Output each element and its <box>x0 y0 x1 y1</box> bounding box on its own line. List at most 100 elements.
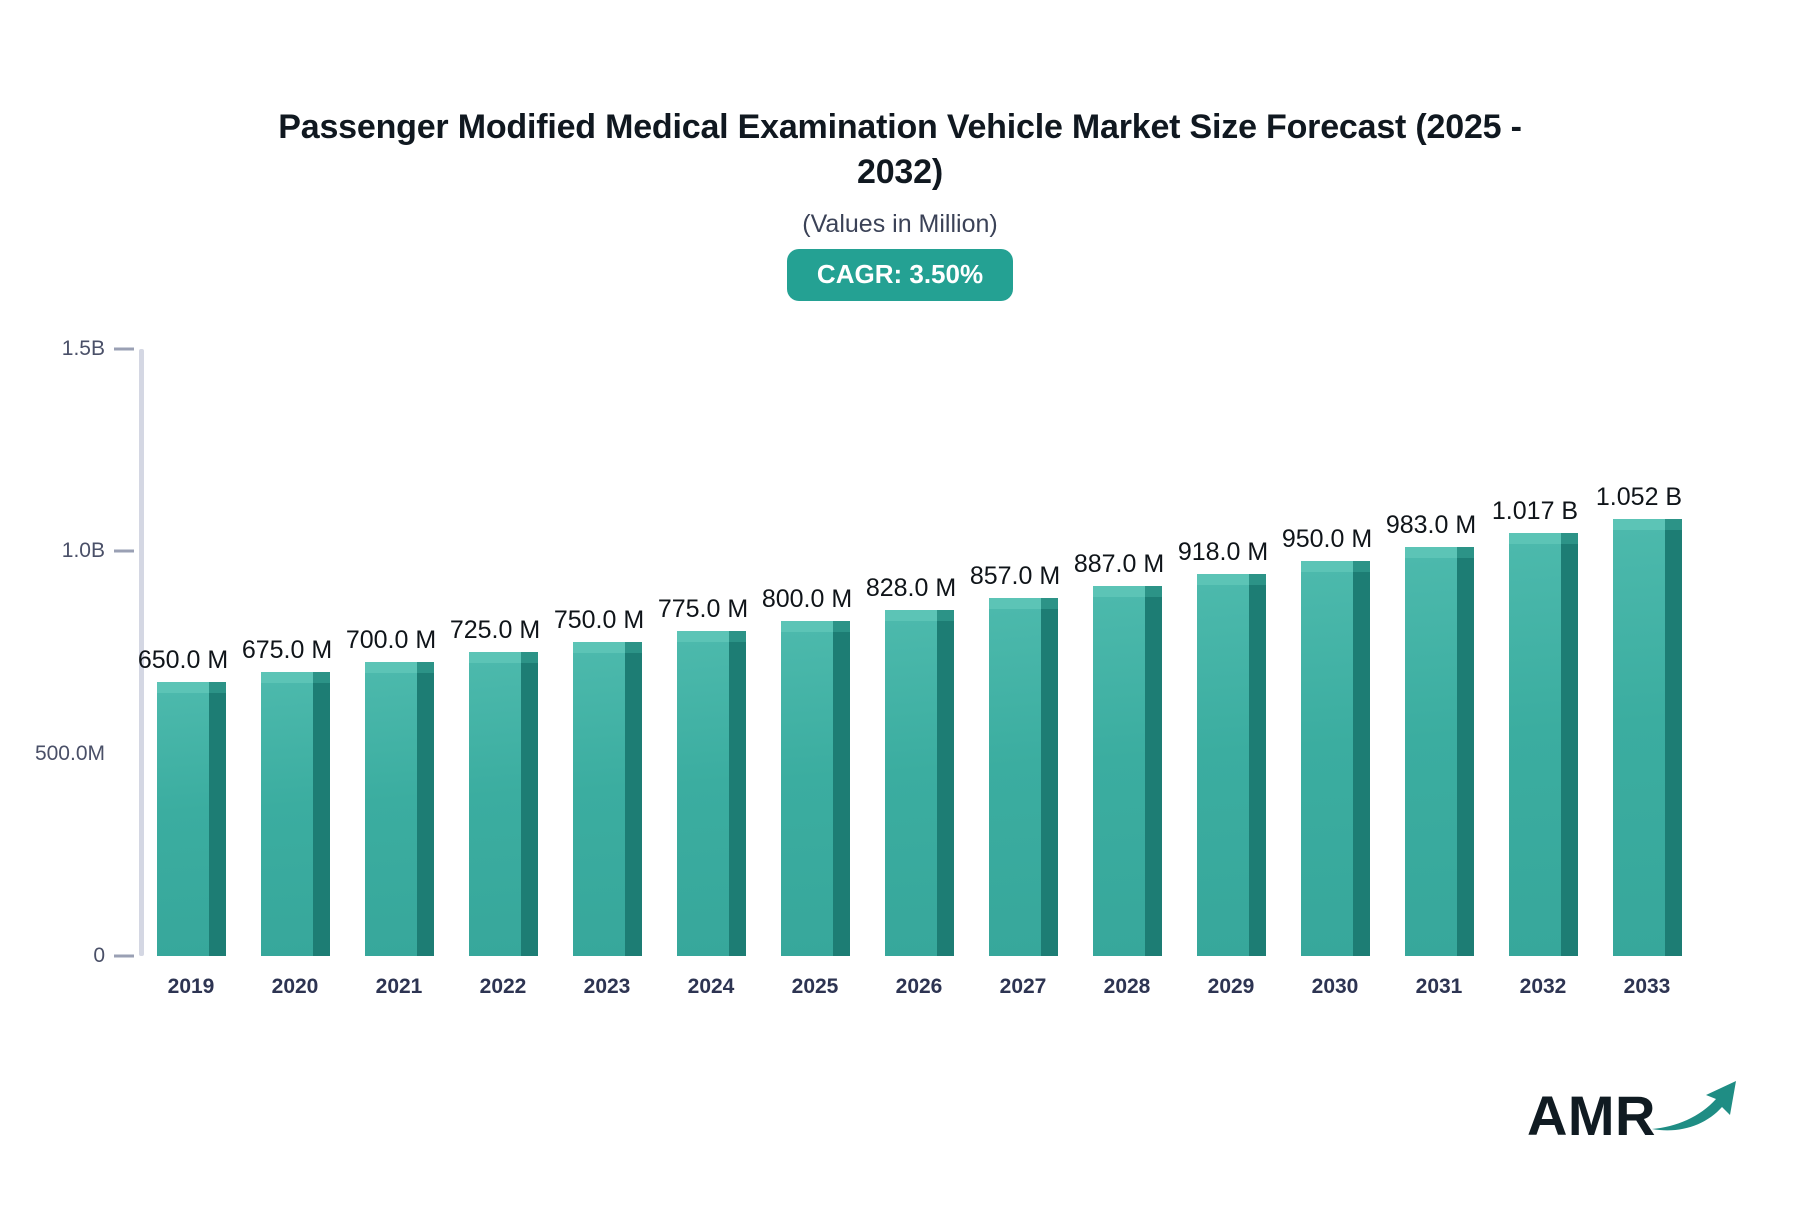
bar-top-face <box>1197 573 1249 585</box>
bar-side-face <box>521 662 538 956</box>
bar-front-face <box>1405 558 1457 956</box>
bar-value-label: 750.0 M <box>553 605 645 634</box>
bar-front-face <box>989 609 1041 956</box>
bar-top-face <box>1093 586 1145 598</box>
bar-top-face <box>1613 519 1665 531</box>
bar-column[interactable]: 725.0 M <box>450 349 540 956</box>
page-title: Passenger Modified Medical Examination V… <box>278 108 1522 191</box>
bar-front-face <box>1509 544 1561 956</box>
bar[interactable] <box>1093 586 1162 956</box>
x-axis-tick-label: 2020 <box>271 975 319 998</box>
bar-top-face <box>781 621 833 633</box>
bar-side-face <box>1665 530 1682 956</box>
bar[interactable] <box>573 641 642 956</box>
bar-column[interactable]: 918.0 M <box>1178 349 1268 956</box>
bar-column[interactable]: 750.0 M <box>554 349 644 956</box>
bar-top-side-face <box>521 651 538 663</box>
bar-top-face <box>573 641 625 653</box>
x-axis-tick-label: 2021 <box>375 975 423 998</box>
bar-front-face <box>573 652 625 956</box>
bar-side-face <box>1145 597 1162 956</box>
bar[interactable] <box>261 671 330 956</box>
bar-column[interactable]: 800.0 M <box>762 349 852 956</box>
bar-top-face <box>1405 547 1457 559</box>
bar-column[interactable]: 700.0 M <box>346 349 436 956</box>
bar-side-face <box>937 620 954 956</box>
bar-column[interactable]: 1.017 B <box>1492 349 1578 956</box>
bar-front-face <box>781 632 833 956</box>
y-axis-tick-label: 1.5B <box>61 337 105 360</box>
bar-front-face <box>1093 597 1145 956</box>
bar-value-label: 983.0 M <box>1385 511 1477 540</box>
bar-top-side-face <box>729 631 746 643</box>
y-axis-tick-mark <box>114 954 134 958</box>
y-axis-tick-label: 500.0M <box>34 741 105 765</box>
bar-value-label: 1.052 B <box>1595 483 1683 512</box>
bar-column[interactable]: 887.0 M <box>1074 349 1164 956</box>
bar[interactable] <box>1613 519 1682 956</box>
bar[interactable] <box>1197 573 1266 956</box>
bar-top-face <box>157 681 209 693</box>
bar-column[interactable]: 828.0 M <box>866 349 956 956</box>
bar-column[interactable]: 775.0 M <box>658 349 748 956</box>
bar[interactable] <box>677 631 746 956</box>
x-axis-tick-label: 2029 <box>1207 975 1255 998</box>
bar-top-face <box>885 609 937 621</box>
bar-top-side-face <box>625 641 642 653</box>
bar-front-face <box>469 662 521 956</box>
bar-column[interactable]: 950.0 M <box>1282 349 1372 956</box>
bar-top-side-face <box>1457 547 1474 559</box>
chart-header: Passenger Modified Medical Examination V… <box>0 105 1800 302</box>
bar-side-face <box>625 652 642 956</box>
bar[interactable] <box>781 621 850 956</box>
bar-column[interactable]: 1.052 B <box>1596 349 1682 956</box>
bar-value-label: 950.0 M <box>1281 524 1373 553</box>
bar-side-face <box>1457 558 1474 956</box>
bar-top-side-face <box>313 671 330 683</box>
bar-column[interactable]: 857.0 M <box>970 349 1060 956</box>
bar-side-face <box>1249 584 1266 956</box>
bar-value-label: 1.017 B <box>1491 497 1579 526</box>
chart-subtitle: (Values in Million) <box>802 209 998 238</box>
bar-column[interactable]: 675.0 M <box>242 349 332 956</box>
x-axis-tick-label: 2026 <box>895 975 943 998</box>
bar[interactable] <box>365 661 434 956</box>
bar-value-label: 918.0 M <box>1177 537 1269 566</box>
bar-value-label: 828.0 M <box>865 573 957 602</box>
bar-side-face <box>729 642 746 956</box>
y-axis-tick-mark <box>114 347 134 351</box>
bar[interactable] <box>1301 560 1370 956</box>
growth-arrow-icon <box>1650 1077 1742 1140</box>
x-axis-tick-label: 2022 <box>479 975 527 998</box>
bar-top-side-face <box>833 621 850 633</box>
bar-top-face <box>677 631 729 643</box>
bar-front-face <box>1197 584 1249 956</box>
amr-logo: AMR <box>1527 1077 1742 1144</box>
x-axis-tick-label: 2023 <box>583 975 631 998</box>
x-axis-tick-label: 2028 <box>1103 975 1151 998</box>
bar[interactable] <box>1509 533 1578 956</box>
bar[interactable] <box>1405 547 1474 956</box>
bar-side-face <box>313 682 330 956</box>
bar-top-side-face <box>1561 533 1578 545</box>
bar[interactable] <box>157 681 226 956</box>
bar[interactable] <box>989 598 1058 956</box>
x-axis-tick-label: 2027 <box>999 975 1047 998</box>
bar-column[interactable]: 983.0 M <box>1386 349 1476 956</box>
bar-value-label: 725.0 M <box>449 615 541 644</box>
x-axis-tick-label: 2024 <box>687 975 735 998</box>
bar-side-face <box>1041 609 1058 956</box>
bar-column[interactable]: 650.0 M <box>138 349 228 956</box>
x-axis-tick-label: 2032 <box>1519 975 1567 998</box>
bar-side-face <box>1353 571 1370 956</box>
bar-series: 650.0 M 675.0 M 700.0 M 725.0 M 750.0 M 775.0… <box>138 349 1699 956</box>
bar[interactable] <box>885 609 954 956</box>
bar-top-side-face <box>1041 598 1058 610</box>
bar-front-face <box>261 682 313 956</box>
bar[interactable] <box>469 651 538 956</box>
bar-front-face <box>1613 530 1665 956</box>
x-axis-tick-label: 2025 <box>791 975 839 998</box>
bar-top-face <box>1509 533 1561 545</box>
x-axis-tick-label: 2033 <box>1623 975 1671 998</box>
